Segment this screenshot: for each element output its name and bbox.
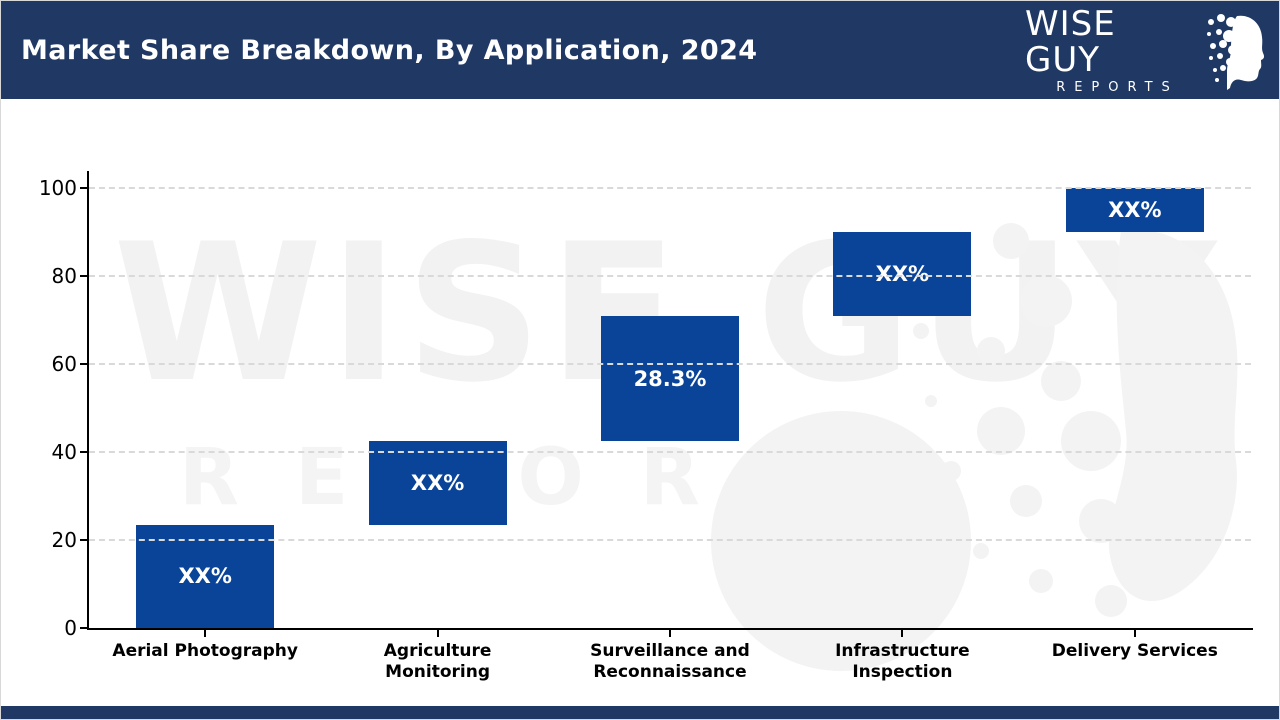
x-category-label: Delivery Services <box>1051 641 1218 661</box>
y-tick-mark <box>80 627 87 629</box>
y-tick-mark <box>80 363 87 365</box>
bar: XX% <box>368 441 507 525</box>
bar: XX% <box>833 232 972 317</box>
bar-value-label: XX% <box>410 470 465 495</box>
footer-bar <box>1 706 1279 719</box>
y-tick-mark <box>80 187 87 189</box>
plot-area: XX% XX% 28.3% XX% XX% <box>89 187 1251 628</box>
bar: XX% <box>1065 188 1204 232</box>
y-tick-label: 40 <box>51 440 77 464</box>
logo-face-icon <box>1207 14 1265 90</box>
logo-text: WISE GUY REPORTS <box>1025 6 1201 95</box>
wise-guy-logo: WISE GUY REPORTS <box>1025 6 1265 95</box>
x-category-label: Infrastructure Inspection <box>835 641 970 682</box>
x-category-label: Surveillance and Reconnaissance <box>590 641 750 682</box>
gridline <box>89 187 1251 189</box>
x-category-label: Aerial Photography <box>112 641 298 661</box>
x-category-label: Agriculture Monitoring <box>383 641 492 682</box>
chart-title: Market Share Breakdown, By Application, … <box>21 34 758 66</box>
y-tick-label: 80 <box>51 264 77 288</box>
y-tick-label: 60 <box>51 352 77 376</box>
x-axis-spine <box>87 628 1253 630</box>
y-tick-mark <box>80 539 87 541</box>
header-bar: Market Share Breakdown, By Application, … <box>1 1 1279 99</box>
y-tick-label: 0 <box>64 616 77 640</box>
logo-subtitle: REPORTS <box>1056 79 1179 95</box>
bar-value-label: XX% <box>875 262 930 287</box>
bar-value-label: XX% <box>1108 198 1162 222</box>
y-axis-spine <box>87 171 89 630</box>
y-tick-label: 20 <box>51 528 77 552</box>
x-tick-mark <box>901 630 904 637</box>
x-tick-mark <box>436 630 439 637</box>
gridline <box>89 275 1251 277</box>
bar-value-label: 28.3% <box>633 366 707 391</box>
gridline <box>89 539 1251 541</box>
x-tick-mark <box>204 630 207 637</box>
bar: XX% <box>136 524 275 628</box>
gridline <box>89 451 1251 453</box>
y-tick-label: 100 <box>38 176 77 200</box>
logo-wordmark: WISE GUY <box>1025 3 1116 80</box>
x-tick-mark <box>669 630 671 637</box>
bar-value-label: XX% <box>178 564 232 589</box>
y-tick-mark <box>80 451 87 453</box>
x-tick-mark <box>1133 630 1136 637</box>
gridline <box>89 363 1251 365</box>
y-tick-mark <box>80 275 87 277</box>
bar: 28.3% <box>601 316 739 441</box>
